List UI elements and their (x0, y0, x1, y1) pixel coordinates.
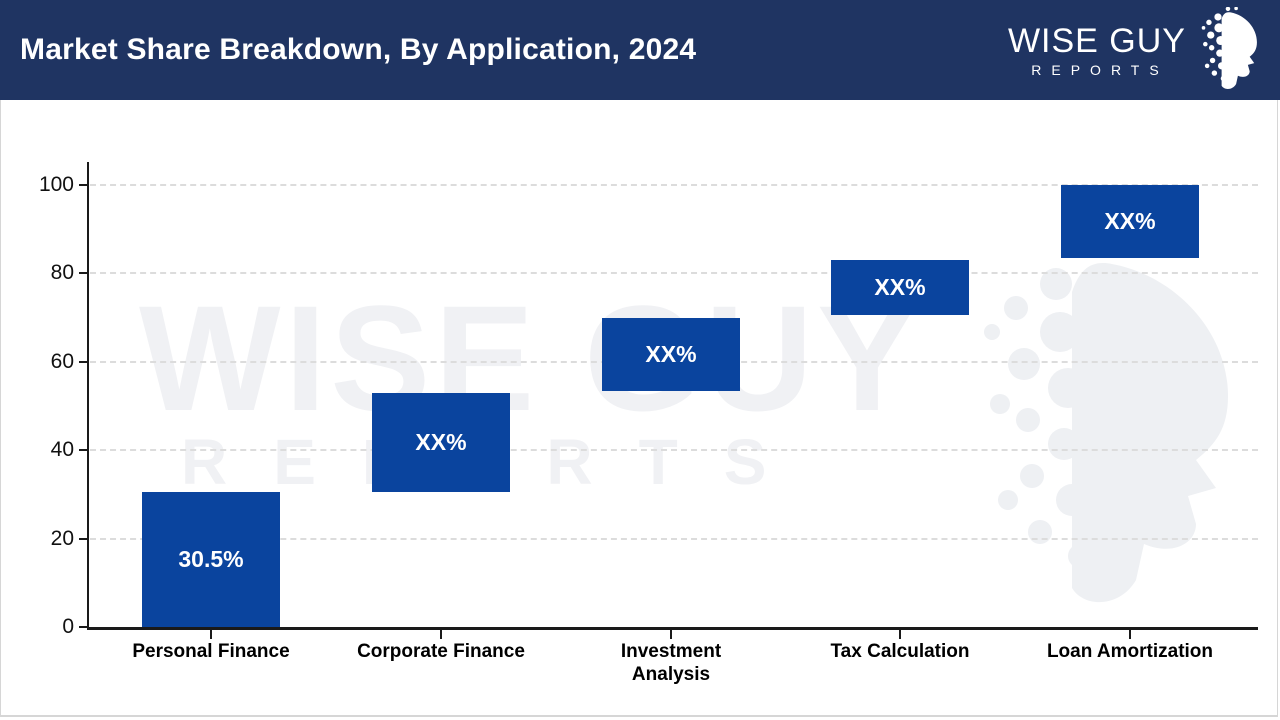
y-tick (79, 184, 88, 186)
x-axis-label: Corporate Finance (357, 641, 525, 662)
x-axis-label: Investment Analysis (620, 641, 722, 685)
y-tick (79, 272, 88, 275)
x-tick (210, 630, 212, 639)
y-tick-label: 100 (38, 173, 74, 196)
wiseguy-logo: WISE GUY REPORTS (1008, 7, 1266, 93)
y-tick (79, 626, 88, 628)
y-tick-label: 20 (50, 526, 74, 550)
bar-value-label: XX% (1104, 207, 1156, 234)
bar-value-label: 30.5% (178, 546, 244, 573)
x-tick (440, 630, 442, 639)
y-axis-line (87, 162, 89, 630)
y-tick-label: 40 (50, 438, 74, 462)
y-tick (79, 360, 88, 363)
bar-tax-calculation: XX% (831, 260, 969, 316)
header-bar: Market Share Breakdown, By Application, … (0, 0, 1280, 100)
bar-personal-finance: 30.5% (142, 492, 280, 627)
logo-text: WISE GUY REPORTS (1008, 24, 1186, 77)
gridline-40 (90, 449, 1258, 452)
gridline-80 (90, 272, 1258, 275)
x-tick (899, 630, 901, 639)
bar-value-label: XX% (645, 340, 697, 367)
y-tick-label: 60 (50, 349, 74, 373)
bar-value-label: XX% (415, 428, 467, 455)
x-tick (670, 630, 672, 639)
bar-loan-amortization: XX% (1061, 185, 1199, 258)
x-axis-line (87, 627, 1258, 630)
logo-wordmark: WISE GUY (1007, 21, 1186, 60)
bar-value-label: XX% (874, 274, 926, 301)
bar-corporate-finance: XX% (372, 392, 510, 493)
x-axis-label: Tax Calculation (830, 641, 970, 662)
x-axis-label: Personal Finance (132, 641, 290, 662)
x-tick (1129, 630, 1131, 639)
gridline-20 (90, 537, 1258, 540)
y-tick-label: 0 (62, 615, 74, 638)
logo-subtitle: REPORTS (1031, 61, 1169, 78)
y-tick (79, 537, 88, 540)
gridline-100 (90, 184, 1258, 186)
y-tick-label: 80 (50, 261, 74, 285)
bar-investment-analysis: XX% (602, 317, 740, 391)
y-tick (79, 449, 88, 452)
page-title: Market Share Breakdown, By Application, … (20, 33, 697, 66)
x-axis-label: Loan Amortization (1046, 641, 1214, 662)
